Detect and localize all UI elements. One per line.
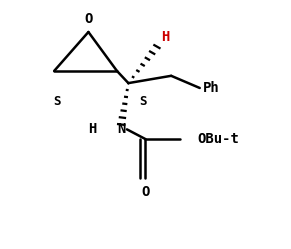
Text: H: H <box>88 122 97 136</box>
Text: S: S <box>139 95 146 108</box>
Text: N: N <box>117 122 125 136</box>
Text: H: H <box>161 30 170 44</box>
Text: Ph: Ph <box>203 81 219 95</box>
Text: S: S <box>53 95 61 108</box>
Text: O: O <box>141 185 150 199</box>
Text: O: O <box>84 12 93 26</box>
Text: OBu-t: OBu-t <box>197 132 239 146</box>
